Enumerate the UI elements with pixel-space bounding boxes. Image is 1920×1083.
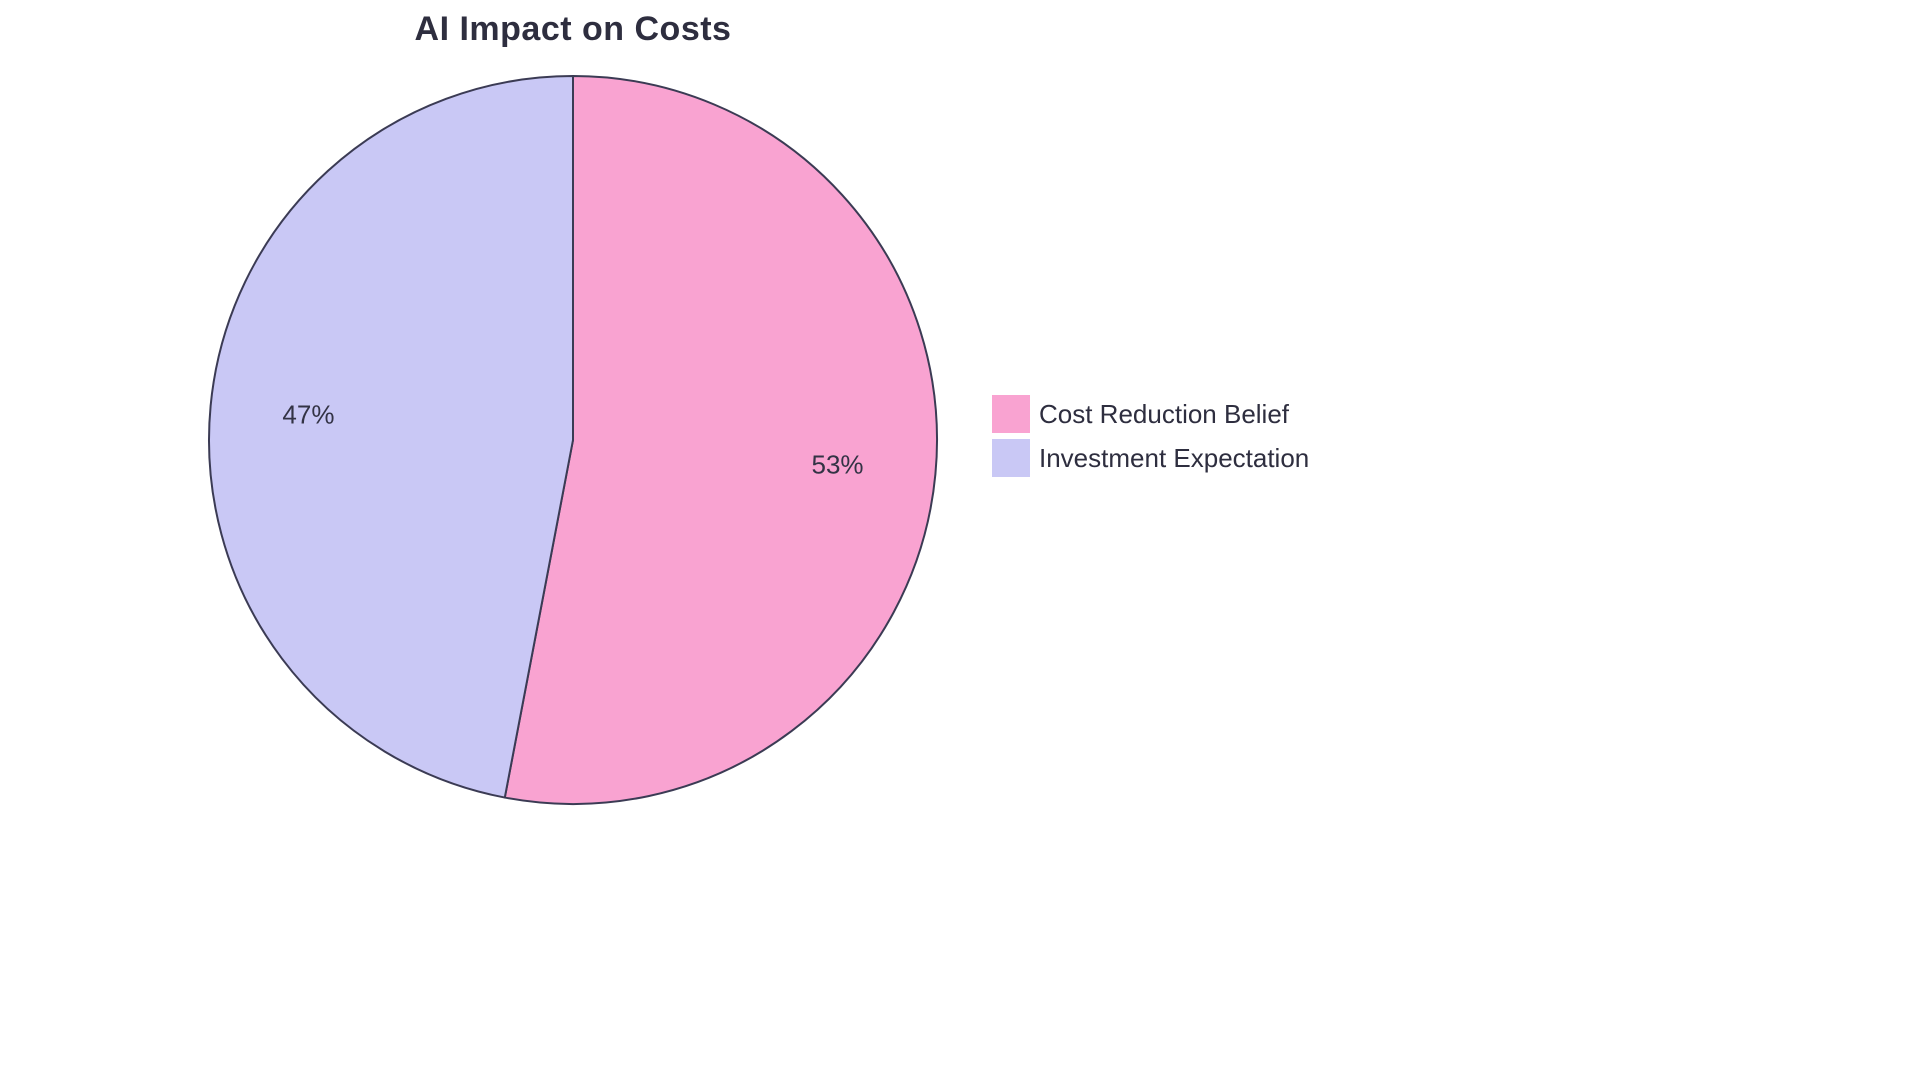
pie-percent-label-cost-reduction-belief: 53% xyxy=(811,449,864,480)
pie-slice-investment-expectation xyxy=(208,75,574,799)
pie-percent-label-investment-expectation: 47% xyxy=(282,399,335,430)
legend-label-cost-reduction-belief: Cost Reduction Belief xyxy=(1039,398,1290,429)
legend-swatch-investment-expectation xyxy=(992,439,1030,477)
legend-label-investment-expectation: Investment Expectation xyxy=(1039,442,1310,473)
legend-swatch-cost-reduction-belief xyxy=(992,395,1030,433)
chart-title: AI Impact on Costs xyxy=(414,10,732,48)
legend-item-cost-reduction-belief: Cost Reduction Belief xyxy=(992,395,1309,433)
pie-slice-cost-reduction-belief xyxy=(503,75,938,805)
legend: Cost Reduction Belief Investment Expecta… xyxy=(992,395,1309,477)
legend-item-investment-expectation: Investment Expectation xyxy=(992,439,1309,477)
